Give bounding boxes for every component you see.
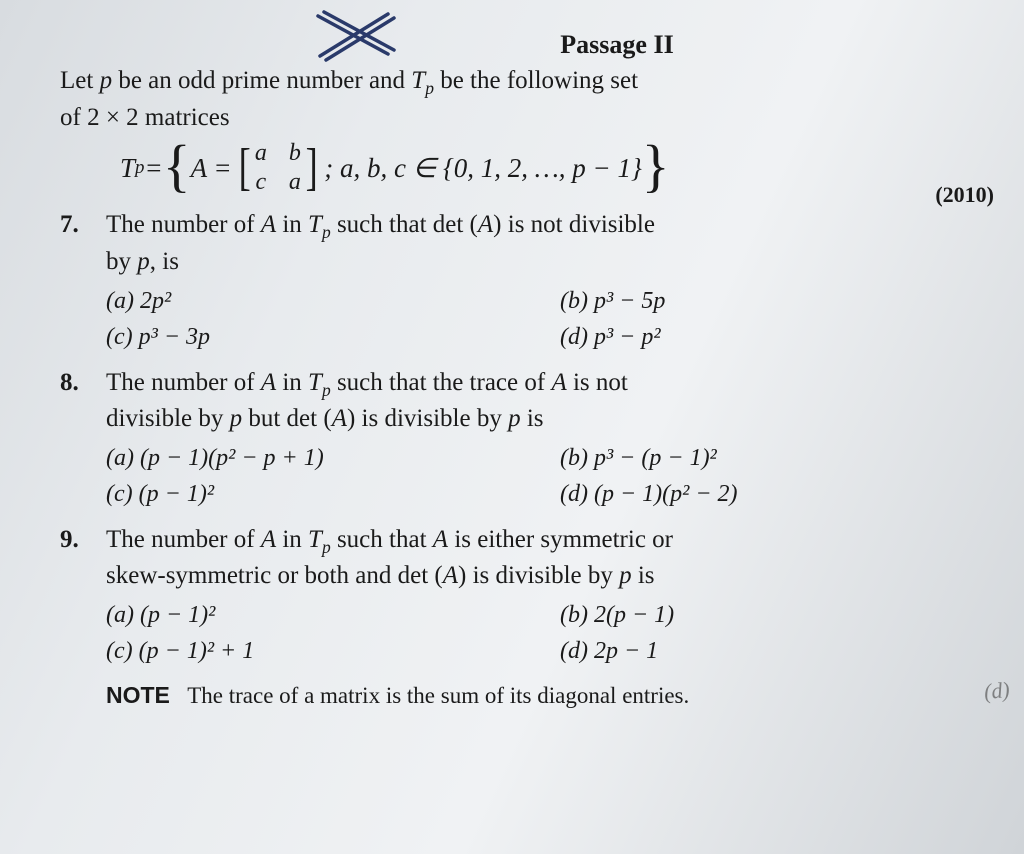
q9-td: is either symmetric or [448, 526, 673, 553]
m-b: b [289, 140, 301, 167]
q8-body: The number of A in Tp such that the trac… [106, 366, 974, 511]
matrix-definition: Tp = { A = [ a b c a ] ; a, b, c ∈ {0, 1… [120, 140, 974, 196]
q8-options: (a) (p − 1)(p² − p + 1) (b) p³ − (p − 1)… [106, 442, 974, 511]
q8-A3: A [332, 405, 347, 432]
q7-A2: A [478, 211, 493, 238]
q9-A: A [261, 526, 276, 553]
q8-tg: ) is divisible by [347, 405, 508, 432]
intro-1a: Let [60, 67, 100, 94]
q8-p: p [322, 380, 331, 400]
q9-num: 9. [60, 523, 106, 668]
q8-opt-d: (d) (p − 1)(p² − 2) [560, 478, 974, 510]
q7-tc: such that det ( [331, 211, 478, 238]
q8-A: A [261, 369, 276, 396]
question-9: 9. The number of A in Tp such that A is … [60, 523, 974, 668]
q9-opt-a: (a) (p − 1)² [106, 599, 520, 631]
q7-p: p [322, 222, 331, 242]
def-A: A = [191, 153, 232, 184]
q9-T: T [308, 526, 322, 553]
q8-tb: in [276, 369, 308, 396]
var-p: p [100, 67, 113, 94]
q8-td: is not [567, 369, 628, 396]
q8-opt-b: (b) p³ − (p − 1)² [560, 442, 974, 474]
q8-T: T [308, 369, 322, 396]
q8-A2: A [551, 369, 566, 396]
q9-tf: ) is divisible by [458, 562, 619, 589]
q9-options: (a) (p − 1)² (b) 2(p − 1) (c) (p − 1)² +… [106, 599, 974, 668]
q7-A: A [261, 211, 276, 238]
q9-A2: A [433, 526, 448, 553]
q7-options: (a) 2p² (b) p³ − 5p (c) p³ − 3p (d) p³ −… [106, 285, 974, 354]
q7-opt-a: (a) 2p² [106, 285, 520, 317]
q9-tb: in [276, 526, 308, 553]
q7-tf: , is [150, 248, 179, 275]
q9-p2: p [619, 562, 632, 589]
q7-te: by [106, 248, 137, 275]
q9-tc: such that [331, 526, 433, 553]
q7-opt-d: (d) p³ − p² [560, 321, 974, 353]
q8-te: divisible by [106, 405, 230, 432]
m-c: c [255, 169, 267, 196]
var-Tp-T: T [411, 67, 425, 94]
q8-opt-c: (c) (p − 1)² [106, 478, 520, 510]
question-7: 7. The number of A in Tp such that det (… [60, 208, 974, 353]
q9-opt-d: (d) 2p − 1 [560, 635, 974, 667]
intro-2: of 2 × 2 matrices [60, 104, 230, 131]
q8-opt-a: (a) (p − 1)(p² − p + 1) [106, 442, 520, 474]
def-eq: = [144, 153, 162, 184]
q8-tc: such that the trace of [331, 369, 552, 396]
intro-1c: be the following set [434, 67, 638, 94]
note: NOTE The trace of a matrix is the sum of… [106, 682, 974, 709]
q9-opt-b: (b) 2(p − 1) [560, 599, 974, 631]
m-a2: a [289, 169, 301, 196]
passage-title: Passage II [260, 30, 974, 60]
q9-A3: A [443, 562, 458, 589]
q8-p3: p [508, 405, 521, 432]
q7-body: The number of A in Tp such that det (A) … [106, 208, 974, 353]
marginal-scribble: (d) [983, 677, 1011, 706]
q7-opt-c: (c) p³ − 3p [106, 321, 520, 353]
def-p: p [135, 157, 144, 179]
q7-opt-b: (b) p³ − 5p [560, 285, 974, 317]
page: Passage II Let p be an odd prime number … [60, 30, 974, 709]
q8-ta: The number of [106, 369, 261, 396]
matrix: [ a b c a ] [236, 140, 321, 196]
q7-T: T [308, 211, 322, 238]
matrix-cells: a b c a [255, 140, 301, 196]
m-a: a [255, 140, 267, 167]
q8-p2: p [230, 405, 243, 432]
q9-tg: is [632, 562, 655, 589]
var-Tp-p: p [425, 78, 434, 98]
q9-ta: The number of [106, 526, 261, 553]
intro-1b: be an odd prime number and [112, 67, 411, 94]
q8-tf: but det ( [242, 405, 332, 432]
year-label: (2010) [935, 182, 994, 208]
note-text: The trace of a matrix is the sum of its … [187, 683, 689, 708]
q9-te: skew-symmetric or both and det ( [106, 562, 443, 589]
note-label: NOTE [106, 682, 170, 708]
intro-text: Let p be an odd prime number and Tp be t… [60, 64, 974, 134]
q7-p2: p [137, 248, 150, 275]
def-tail: ; a, b, c ∈ {0, 1, 2, …, p − 1} [324, 153, 642, 184]
q9-opt-c: (c) (p − 1)² + 1 [106, 635, 520, 667]
q7-ta: The number of [106, 211, 261, 238]
q8-th: is [521, 405, 544, 432]
q7-tb: in [276, 211, 308, 238]
q9-body: The number of A in Tp such that A is eit… [106, 523, 974, 668]
q9-p: p [322, 537, 331, 557]
q7-num: 7. [60, 208, 106, 353]
question-8: 8. The number of A in Tp such that the t… [60, 366, 974, 511]
q7-td: ) is not divisible [493, 211, 655, 238]
def-T: T [120, 153, 135, 184]
q8-num: 8. [60, 366, 106, 511]
